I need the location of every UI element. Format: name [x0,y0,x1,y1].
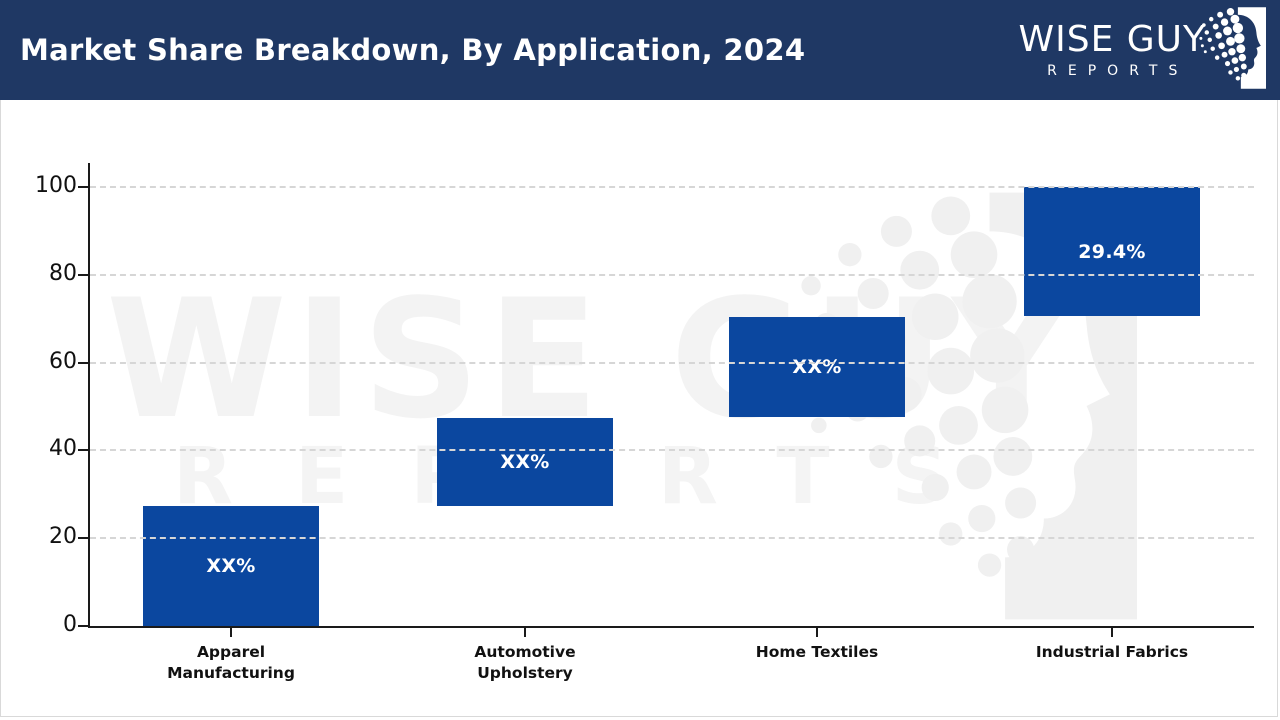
gridline [90,361,1254,364]
y-tick-mark [78,449,89,452]
bar-value-label: 29.4% [1078,240,1146,263]
y-tick-label: 40 [49,436,77,462]
x-tick-mark [816,628,818,637]
brand-subtitle: REPORTS [1047,62,1189,79]
x-tick-mark [230,628,232,637]
brand-logo: WISE GUY REPORTS [1018,7,1266,93]
brand-text: WISE GUY REPORTS [1018,18,1207,79]
header-bar: Market Share Breakdown, By Application, … [0,0,1280,100]
gridline [90,273,1254,276]
bar-value-label: XX% [792,355,842,378]
bar-segment: XX% [729,316,905,418]
y-tick-label: 60 [49,348,77,374]
gridline [90,449,1254,452]
x-tick-mark [524,628,526,637]
x-category-label: Apparel Manufacturing [167,643,295,682]
page-title: Market Share Breakdown, By Application, … [20,33,806,67]
y-tick-label: 0 [63,612,77,637]
x-tick-mark [1111,628,1113,637]
watermark-text: WISE GUY [106,264,1078,455]
y-tick-label: 100 [35,173,77,198]
gridline [90,537,1254,540]
y-tick-label: 20 [49,524,77,550]
x-category-label: Automotive Upholstery [474,643,576,682]
gridline [90,186,1254,188]
bar-value-label: XX% [206,555,256,578]
y-tick-mark [78,273,89,276]
y-tick-mark [78,537,89,540]
y-axis [88,163,90,628]
wiseguy-face-icon [1192,7,1266,93]
chart-canvas: WISE GUY REPORTS 020406080100XX%XX%XX%29… [0,100,1278,717]
bar-value-label: XX% [500,451,550,474]
y-tick-mark [78,625,89,627]
x-category-label: Industrial Fabrics [1035,643,1189,661]
bar-segment: 29.4% [1024,187,1200,317]
y-tick-mark [78,361,89,364]
brand-name: WISE GUY [1018,18,1206,60]
bar-segment: XX% [437,418,613,507]
y-tick-mark [78,186,89,188]
bar-segment: XX% [143,506,319,626]
x-category-label: Home Textiles [755,643,879,661]
x-axis [88,626,1254,628]
y-tick-label: 80 [49,260,77,286]
